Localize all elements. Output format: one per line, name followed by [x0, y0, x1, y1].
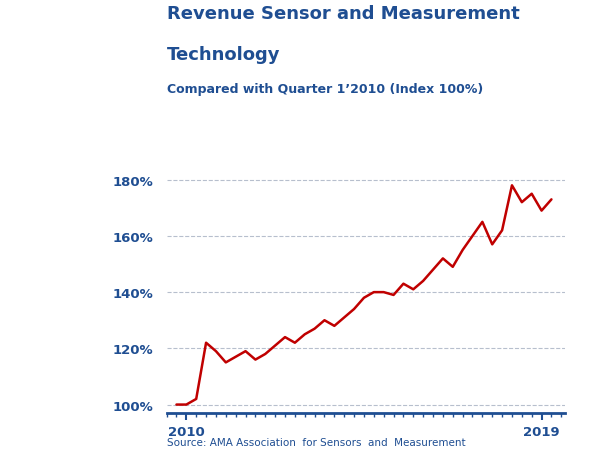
Text: Compared with Quarter 1’2010 (Index 100%): Compared with Quarter 1’2010 (Index 100%… [167, 83, 483, 95]
Text: Revenue Sensor and Measurement: Revenue Sensor and Measurement [167, 5, 519, 22]
Text: Technology: Technology [167, 46, 280, 64]
Text: Source: AMA Association  for Sensors  and  Measurement: Source: AMA Association for Sensors and … [167, 437, 465, 448]
